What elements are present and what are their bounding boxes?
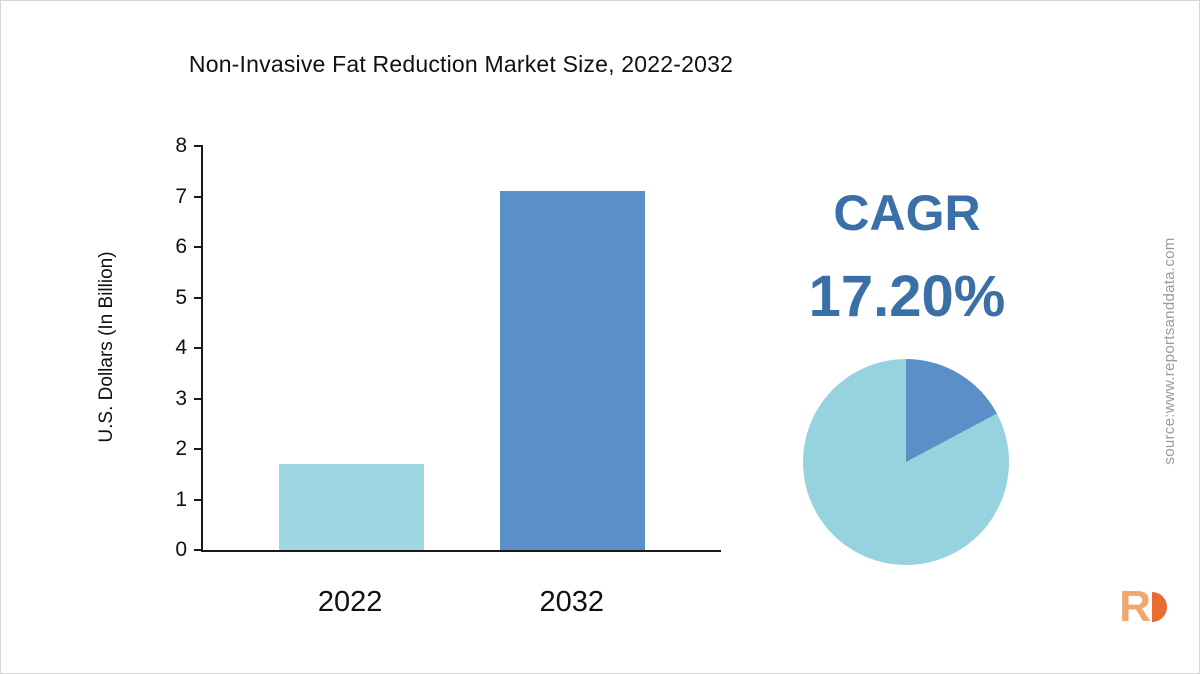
y-tick-mark	[194, 498, 203, 501]
y-tick-6: 6	[153, 235, 203, 259]
y-tick-2: 2	[153, 437, 203, 461]
y-tick-label: 3	[175, 386, 187, 410]
cagr-value: 17.20%	[808, 264, 1006, 329]
brand-logo: R	[1119, 585, 1167, 629]
y-tick-mark	[194, 195, 203, 198]
y-tick-mark	[194, 246, 203, 248]
y-tick-5: 5	[153, 286, 203, 310]
x-tick-label-2022: 2022	[317, 586, 383, 618]
bar-2022	[279, 464, 424, 550]
cagr-label: CAGR	[833, 185, 981, 241]
x-tick-label-2032: 2032	[539, 586, 605, 618]
source-note: source:www.reportsanddata.com	[1161, 237, 1178, 465]
y-tick-mark	[194, 397, 203, 400]
y-tick-label: 6	[175, 235, 187, 258]
y-tick-mark	[194, 145, 203, 147]
y-tick-3: 3	[153, 387, 203, 411]
y-axis-ticks: 0 1 2 3 4 5 6 7 8	[175, 134, 721, 561]
logo-letter: R	[1119, 582, 1151, 631]
y-tick-mark	[194, 347, 203, 349]
y-tick-0: 0	[153, 538, 203, 562]
y-tick-label: 0	[175, 538, 187, 561]
y-tick-1: 1	[153, 488, 203, 512]
logo-d-block	[1152, 592, 1167, 622]
chart-title: Non-Invasive Fat Reduction Market Size, …	[188, 51, 734, 77]
x-axis-labels: 2022 2032	[201, 586, 721, 619]
y-axis-title: U.S. Dollars (In Billion)	[96, 251, 117, 443]
y-tick-mark	[194, 296, 203, 299]
y-tick-8: 8	[153, 134, 203, 158]
y-tick-7: 7	[153, 185, 203, 209]
pie-chart	[803, 359, 1009, 565]
bar-chart-plot-area: 0 1 2 3 4 5 6 7 8	[175, 134, 721, 561]
y-tick-label: 7	[175, 184, 187, 208]
bar-group	[203, 146, 721, 550]
y-tick-label: 1	[175, 487, 187, 511]
y-tick-4: 4	[153, 336, 203, 360]
y-tick-mark	[194, 549, 203, 551]
y-tick-label: 8	[175, 134, 187, 157]
y-tick-label: 4	[175, 336, 187, 359]
y-tick-label: 5	[175, 285, 187, 309]
y-tick-mark	[194, 448, 203, 450]
y-tick-label: 2	[175, 437, 187, 460]
bar-2032	[500, 191, 645, 550]
